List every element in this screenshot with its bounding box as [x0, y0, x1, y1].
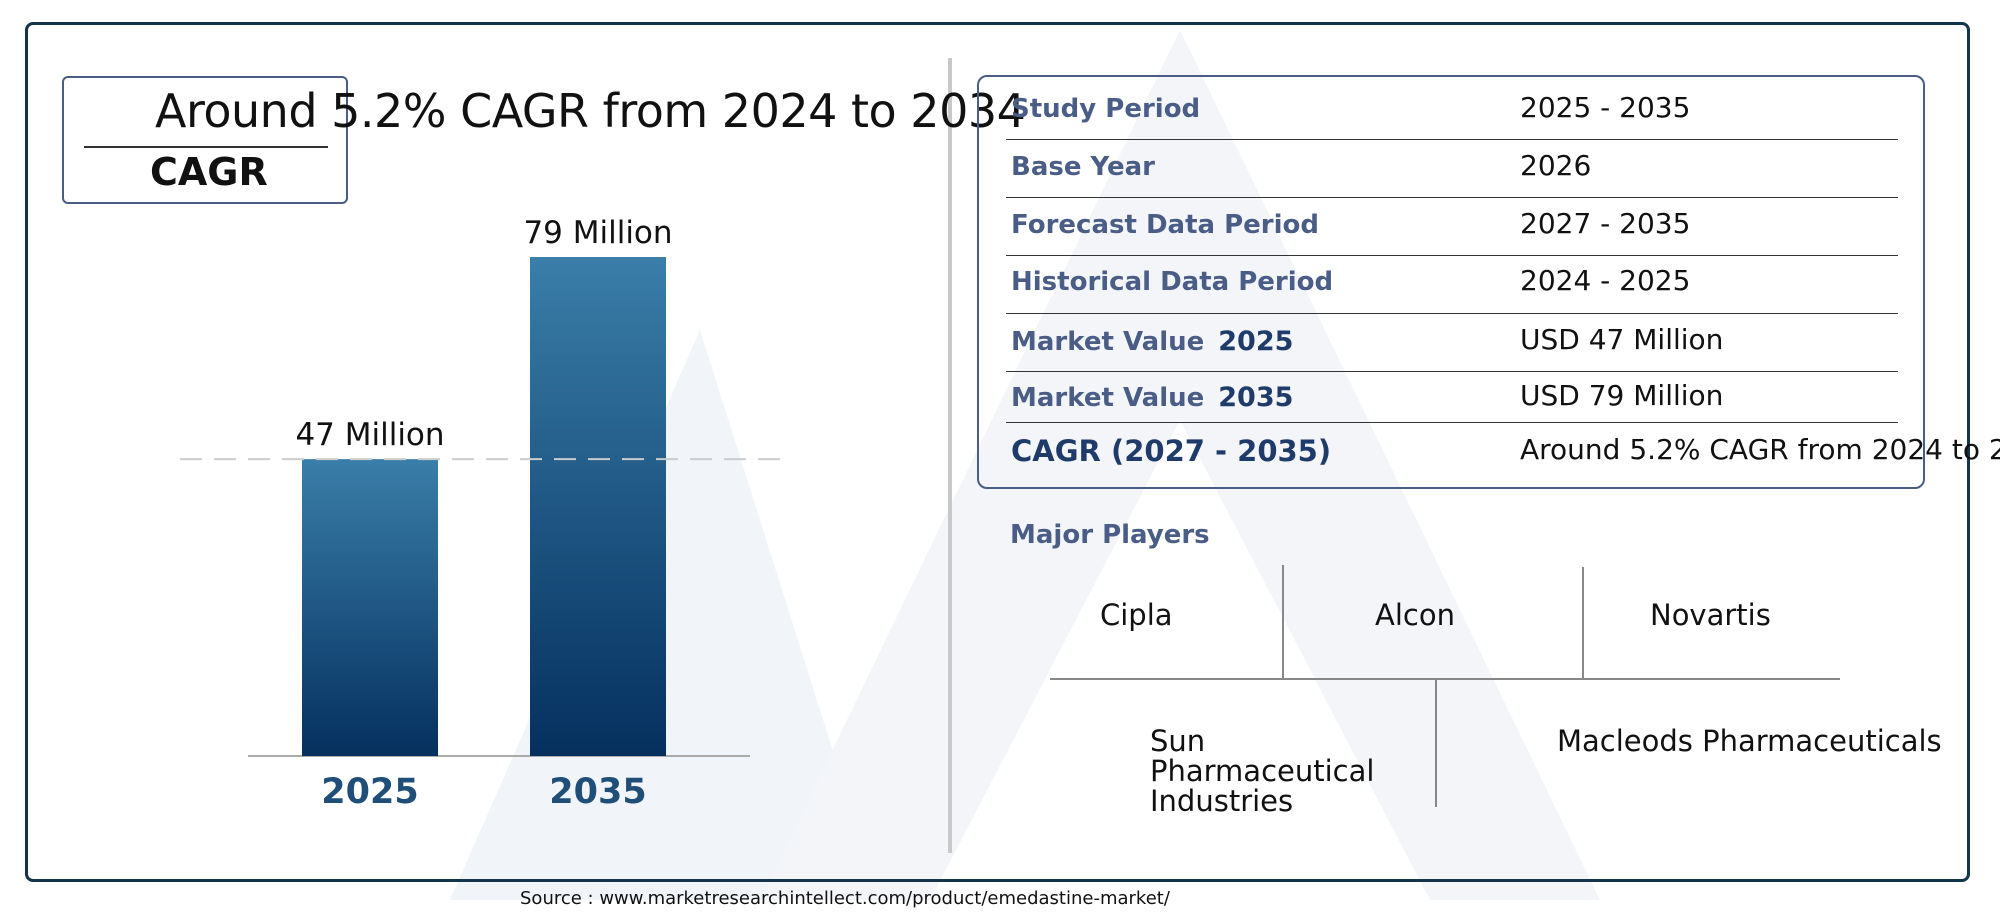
- info-label-year: 2025: [1218, 326, 1294, 357]
- info-value: USD 79 Million: [1520, 379, 1724, 412]
- bar-chart: 47 Million 2025 79 Million 2035: [180, 215, 790, 812]
- info-label-text: Forecast Data Period: [1011, 210, 1319, 240]
- info-value: 2025 - 2035: [1520, 91, 1691, 124]
- info-value: Around 5.2% CAGR from 2024 to 2034: [1520, 433, 2000, 466]
- info-row-divider: [1006, 139, 1898, 140]
- player-alcon: Alcon: [1375, 598, 1455, 632]
- players-divider: [1050, 678, 1840, 680]
- player-sun-pharmaceutical: Sun Pharmaceutical Industries: [1150, 724, 1375, 818]
- players-title: Major Players: [1010, 520, 1210, 550]
- cagr-label: CAGR: [150, 150, 268, 194]
- info-table: [977, 75, 1925, 489]
- player-novartis: Novartis: [1650, 598, 1771, 632]
- info-value: 2027 - 2035: [1520, 207, 1691, 240]
- data-label: 79 Million: [523, 215, 672, 251]
- info-label: Historical Data Period: [1011, 267, 1333, 297]
- cagr-box-rule: [84, 146, 328, 148]
- info-row-divider: [1006, 313, 1898, 314]
- info-value: USD 47 Million: [1520, 323, 1724, 356]
- outer-frame: [25, 22, 1970, 882]
- info-label-text: Historical Data Period: [1011, 267, 1334, 297]
- info-label: CAGR (2027 - 2035): [1011, 434, 1331, 468]
- info-label-text: CAGR (2027 - 2035): [1011, 434, 1332, 468]
- info-value: 2026: [1520, 149, 1592, 182]
- players-divider: [1282, 565, 1284, 678]
- info-label-text: Study Period: [1011, 94, 1201, 124]
- info-label: Market Value 2025: [1011, 326, 1293, 357]
- info-label-year: 2035: [1218, 382, 1294, 413]
- info-label-text: Base Year: [1011, 152, 1155, 182]
- bar-2025: [302, 459, 438, 756]
- x-tick-label: 2025: [321, 772, 418, 812]
- info-label: Market Value 2035: [1011, 382, 1293, 413]
- info-row-divider: [1006, 255, 1898, 256]
- info-label-text: Market Value: [1011, 327, 1205, 357]
- cagr-box: [62, 76, 348, 204]
- info-label-text: Market Value: [1011, 383, 1205, 413]
- data-label: 47 Million: [295, 417, 444, 453]
- player-cipla: Cipla: [1100, 598, 1173, 632]
- bar-2035: [530, 257, 666, 756]
- panel-divider: [948, 58, 952, 853]
- info-row-divider: [1006, 371, 1898, 372]
- cagr-heading: Around 5.2% CAGR from 2024 to 2034: [155, 84, 1026, 138]
- info-label: Study Period: [1011, 94, 1200, 124]
- player-macleods: Macleods Pharmaceuticals: [1557, 724, 1942, 758]
- info-row-divider: [1006, 197, 1898, 198]
- players-divider: [1435, 680, 1437, 807]
- info-label: Base Year: [1011, 152, 1155, 182]
- info-label: Forecast Data Period: [1011, 210, 1319, 240]
- x-tick-label: 2035: [549, 772, 646, 812]
- players-divider: [1582, 567, 1584, 678]
- source-note: Source : www.marketresearchintellect.com…: [520, 888, 1170, 909]
- info-row-divider: [1006, 422, 1898, 423]
- info-value: 2024 - 2025: [1520, 264, 1691, 297]
